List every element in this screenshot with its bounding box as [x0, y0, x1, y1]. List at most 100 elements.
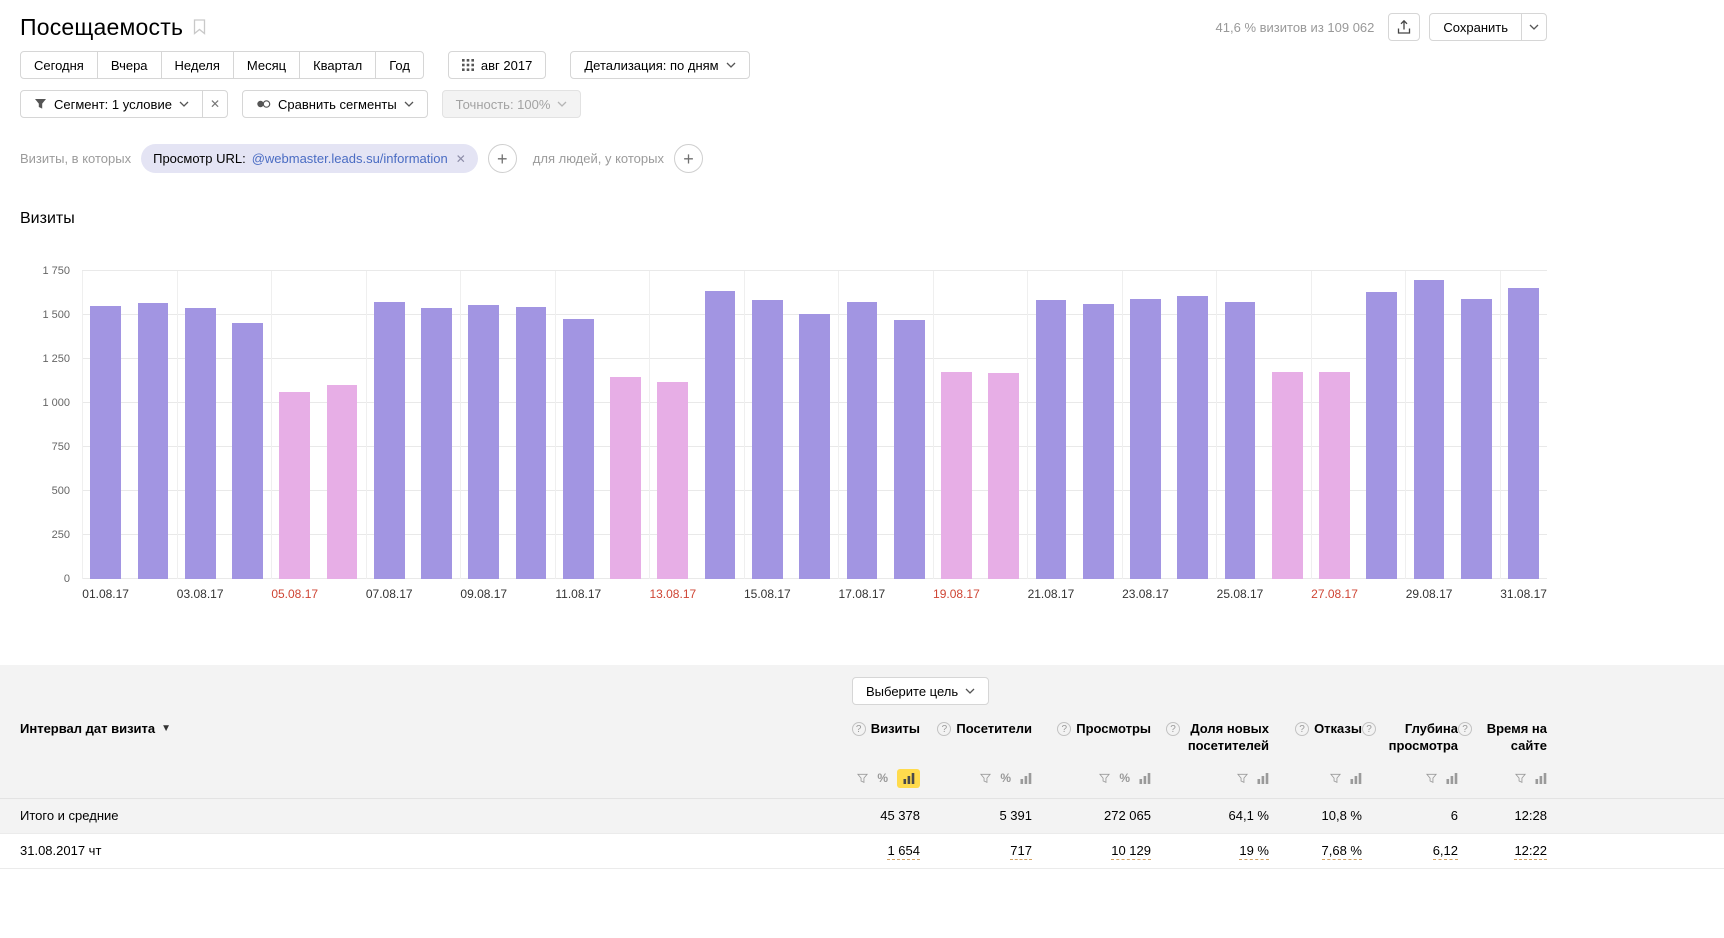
- chart-bar[interactable]: [751, 300, 783, 579]
- percent-icon[interactable]: %: [877, 771, 888, 786]
- chart-bar[interactable]: [846, 301, 878, 579]
- chart-bar[interactable]: [988, 373, 1020, 579]
- chart-bars: [82, 271, 1547, 579]
- chart-bar[interactable]: [1035, 300, 1067, 579]
- chart-bar[interactable]: [893, 320, 925, 579]
- detail-dropdown[interactable]: Детализация: по дням: [570, 51, 750, 79]
- add-people-condition-button[interactable]: +: [673, 144, 703, 173]
- segment-toolbar: Сегмент: 1 условие ✕ Сравнить сегменты Т…: [20, 90, 1547, 118]
- filter-icon[interactable]: [1330, 773, 1341, 784]
- chart-bar[interactable]: [1413, 279, 1445, 579]
- chart-bar[interactable]: [137, 302, 169, 579]
- row-value-link[interactable]: 717: [1010, 843, 1032, 861]
- chip-url-value[interactable]: @webmaster.leads.su/information: [251, 151, 448, 166]
- row-value-link[interactable]: 19 %: [1239, 843, 1269, 861]
- help-icon[interactable]: ?: [1458, 722, 1472, 736]
- export-button[interactable]: [1388, 13, 1421, 41]
- x-tick-label: 13.08.17: [649, 587, 697, 601]
- chart-bar[interactable]: [1082, 303, 1114, 579]
- chart-bar[interactable]: [941, 372, 972, 579]
- chart-bar[interactable]: [326, 385, 358, 579]
- y-tick-label: 1 750: [42, 265, 70, 277]
- chart-bar[interactable]: [90, 306, 121, 579]
- chart-bar[interactable]: [562, 319, 594, 579]
- filter-icon[interactable]: [980, 773, 992, 784]
- chart-bar[interactable]: [373, 301, 405, 579]
- chart-bar[interactable]: [515, 307, 547, 579]
- period-quarter-button[interactable]: Квартал: [299, 51, 377, 79]
- chart-icon[interactable]: [1535, 772, 1547, 784]
- save-menu-button[interactable]: [1521, 13, 1547, 41]
- chart-bar[interactable]: [1177, 295, 1209, 579]
- column-header-pageviews: ? Просмотры: [1032, 721, 1151, 738]
- chart-icon[interactable]: [1446, 772, 1458, 784]
- period-today-button[interactable]: Сегодня: [20, 51, 98, 79]
- chart-icon[interactable]: [1257, 772, 1269, 784]
- select-goal-dropdown[interactable]: Выберите цель: [852, 677, 990, 705]
- compare-segments-dropdown[interactable]: Сравнить сегменты: [242, 90, 428, 118]
- totals-visitors: 5 391: [999, 808, 1032, 824]
- help-icon[interactable]: ?: [937, 722, 952, 736]
- period-yesterday-button[interactable]: Вчера: [96, 51, 162, 79]
- percent-icon[interactable]: %: [1000, 771, 1011, 786]
- filter-icon[interactable]: [1515, 773, 1526, 784]
- calendar-button[interactable]: авг 2017: [447, 51, 547, 79]
- bookmark-icon[interactable]: [193, 19, 206, 35]
- chart-bar[interactable]: [421, 307, 452, 579]
- help-icon[interactable]: ?: [1295, 722, 1310, 736]
- chart-icon-active[interactable]: [897, 768, 920, 788]
- chart-icon[interactable]: [1350, 772, 1362, 784]
- help-icon[interactable]: ?: [1057, 722, 1072, 736]
- segment-dropdown[interactable]: Сегмент: 1 условие: [20, 90, 203, 118]
- chart-bar[interactable]: [232, 322, 263, 579]
- chart-bar[interactable]: [657, 381, 689, 579]
- chip-close-icon[interactable]: ✕: [455, 151, 466, 166]
- filter-icon[interactable]: [1099, 773, 1111, 784]
- filter-icon[interactable]: [857, 773, 869, 784]
- help-icon[interactable]: ?: [1362, 722, 1376, 736]
- row-value-link[interactable]: 10 129: [1111, 843, 1151, 861]
- filter-icon[interactable]: [1237, 773, 1248, 784]
- chip-prefix: Просмотр URL:: [153, 151, 246, 166]
- chart-bar[interactable]: [1271, 372, 1303, 579]
- chart-bar[interactable]: [1460, 299, 1492, 579]
- row-value-link[interactable]: 7,68 %: [1321, 843, 1362, 861]
- row-new-visitors-share: 19 %: [1151, 843, 1269, 861]
- percent-icon[interactable]: %: [1119, 771, 1130, 786]
- row-value-link[interactable]: 1 654: [887, 843, 920, 861]
- chevron-down-icon: [965, 688, 975, 694]
- detail-label: Детализация: по дням: [584, 57, 719, 73]
- url-filter-chip[interactable]: Просмотр URL: @webmaster.leads.su/inform…: [141, 144, 478, 173]
- chart-bar[interactable]: [1319, 372, 1350, 579]
- chart-bar[interactable]: [704, 291, 736, 579]
- save-button[interactable]: Сохранить: [1429, 13, 1522, 41]
- chart-bar[interactable]: [1366, 292, 1398, 579]
- chart-bar[interactable]: [184, 307, 216, 579]
- help-icon[interactable]: ?: [851, 722, 866, 736]
- help-icon[interactable]: ?: [1166, 722, 1180, 736]
- add-visit-condition-button[interactable]: +: [487, 144, 517, 173]
- chart-bar[interactable]: [799, 314, 830, 579]
- x-tick-label: [980, 587, 1027, 601]
- x-tick-label: 11.08.17: [555, 587, 602, 601]
- x-tick-label: [318, 587, 365, 601]
- chart-bar[interactable]: [1224, 301, 1256, 579]
- date-interval-header[interactable]: Интервал дат визита ▼: [20, 721, 810, 736]
- chart-icon[interactable]: [1139, 772, 1151, 784]
- y-tick-label: 1 000: [42, 397, 70, 409]
- chart-bar[interactable]: [468, 305, 500, 579]
- period-month-button[interactable]: Месяц: [232, 51, 301, 79]
- chart-bar[interactable]: [1130, 299, 1161, 579]
- row-value-link[interactable]: 6,12: [1432, 843, 1458, 861]
- filter-icon[interactable]: [1426, 773, 1437, 784]
- chart-bar[interactable]: [1508, 287, 1539, 579]
- row-value-link[interactable]: 12:22: [1514, 843, 1547, 861]
- chart-icon[interactable]: [1020, 772, 1032, 784]
- period-year-button[interactable]: Год: [375, 51, 424, 79]
- period-week-button[interactable]: Неделя: [160, 51, 234, 79]
- accuracy-dropdown[interactable]: Точность: 100%: [441, 90, 582, 118]
- chart-bar[interactable]: [610, 376, 641, 579]
- segment-clear-button[interactable]: ✕: [201, 90, 229, 118]
- chart-bar[interactable]: [279, 392, 311, 579]
- chevron-down-icon: [404, 101, 414, 107]
